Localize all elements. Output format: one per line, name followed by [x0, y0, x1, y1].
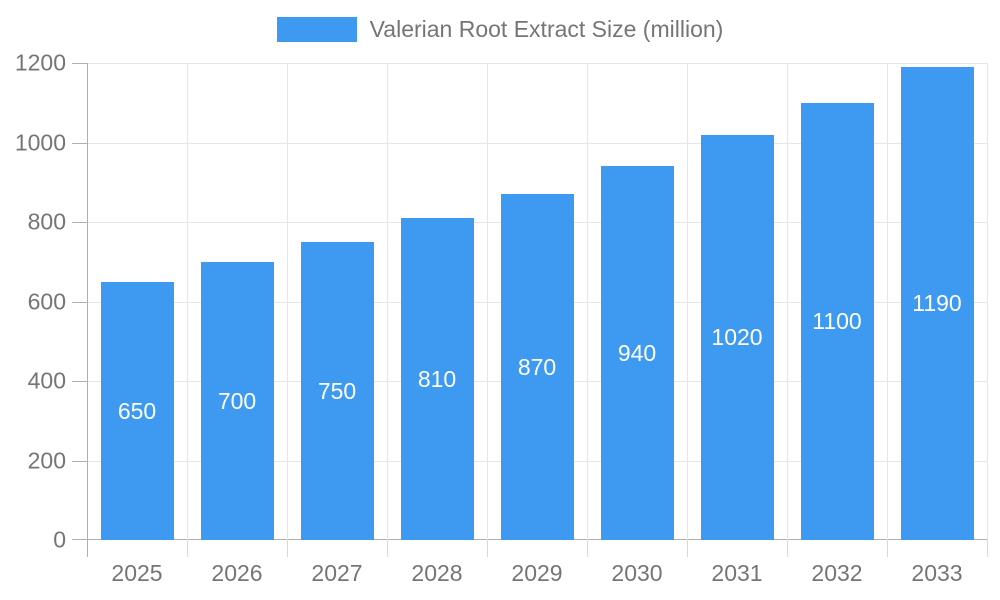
- bar: [200, 261, 274, 540]
- x-axis-label: 2031: [711, 560, 763, 586]
- y-axis-label: 200: [27, 447, 66, 473]
- vertical-gridline: [987, 63, 988, 540]
- y-axis-tick: [72, 301, 87, 303]
- bar-value-label: 940: [617, 340, 657, 367]
- x-axis-tick: [787, 540, 788, 557]
- y-axis-tick: [72, 63, 87, 64]
- vertical-gridline: [187, 63, 188, 540]
- y-axis-label: 1000: [14, 129, 66, 155]
- vertical-gridline: [687, 63, 688, 540]
- bar-value-label: 700: [217, 387, 257, 414]
- x-axis-label: 2025: [111, 560, 163, 586]
- bar: [600, 166, 674, 540]
- y-axis-label: 400: [27, 367, 66, 394]
- bar-value-label: 870: [517, 354, 557, 381]
- bar-value-label: 1100: [812, 308, 862, 335]
- bar-value-label: 810: [417, 366, 457, 392]
- y-axis-tick: [72, 142, 87, 144]
- bar: [400, 218, 474, 540]
- legend-label: Valerian Root Extract Size (million): [369, 16, 724, 42]
- vertical-gridline: [287, 63, 288, 540]
- y-axis-tick: [72, 381, 87, 382]
- legend[interactable]: Valerian Root Extract Size (million): [0, 16, 1000, 43]
- plot-area: 0 200 400 600 800 1000 1200 650 2025 700 2026 750 20…: [15, 51, 988, 586]
- bar-value-label: 1190: [912, 290, 962, 317]
- x-axis-label: 2027: [311, 560, 363, 586]
- vertical-gridline: [887, 63, 888, 540]
- x-axis-tick: [187, 540, 188, 557]
- x-axis-tick: [587, 540, 588, 557]
- x-axis-tick: [487, 540, 488, 557]
- x-axis-label: 2032: [811, 560, 863, 586]
- y-axis-tick: [72, 460, 87, 462]
- x-axis-label: 2030: [611, 560, 663, 586]
- x-axis-label: 2033: [911, 560, 963, 586]
- x-axis-tick: [287, 540, 288, 557]
- x-axis-label: 2028: [411, 560, 463, 586]
- bar: [100, 281, 174, 540]
- vertical-gridline: [487, 63, 488, 540]
- bar: [700, 134, 774, 540]
- y-axis-line: [87, 63, 88, 557]
- x-axis-tick: [687, 540, 688, 557]
- x-axis-label: 2029: [511, 560, 563, 586]
- y-axis-label: 1200: [14, 49, 66, 76]
- bar-value-label: 1020: [711, 324, 763, 351]
- vertical-gridline: [787, 63, 788, 540]
- x-axis-tick: [387, 540, 388, 557]
- bar-value-label: 650: [117, 397, 157, 424]
- bar: [900, 66, 974, 540]
- x-axis-label: 2026: [211, 560, 263, 586]
- x-axis-tick: [887, 540, 888, 557]
- y-axis-label: 800: [27, 208, 66, 235]
- bar: [300, 241, 374, 540]
- bar: [500, 194, 574, 540]
- vertical-gridline: [587, 63, 588, 540]
- horizontal-gridline: [87, 142, 987, 144]
- x-axis-tick: [987, 540, 988, 557]
- vertical-gridline: [387, 63, 388, 540]
- bar: [800, 102, 874, 540]
- legend-swatch: [276, 17, 357, 42]
- horizontal-gridline: [87, 63, 987, 64]
- y-axis-label: 600: [27, 288, 66, 314]
- y-axis-tick: [72, 222, 87, 223]
- y-axis-label: 0: [53, 526, 66, 553]
- bar-value-label: 750: [317, 377, 357, 404]
